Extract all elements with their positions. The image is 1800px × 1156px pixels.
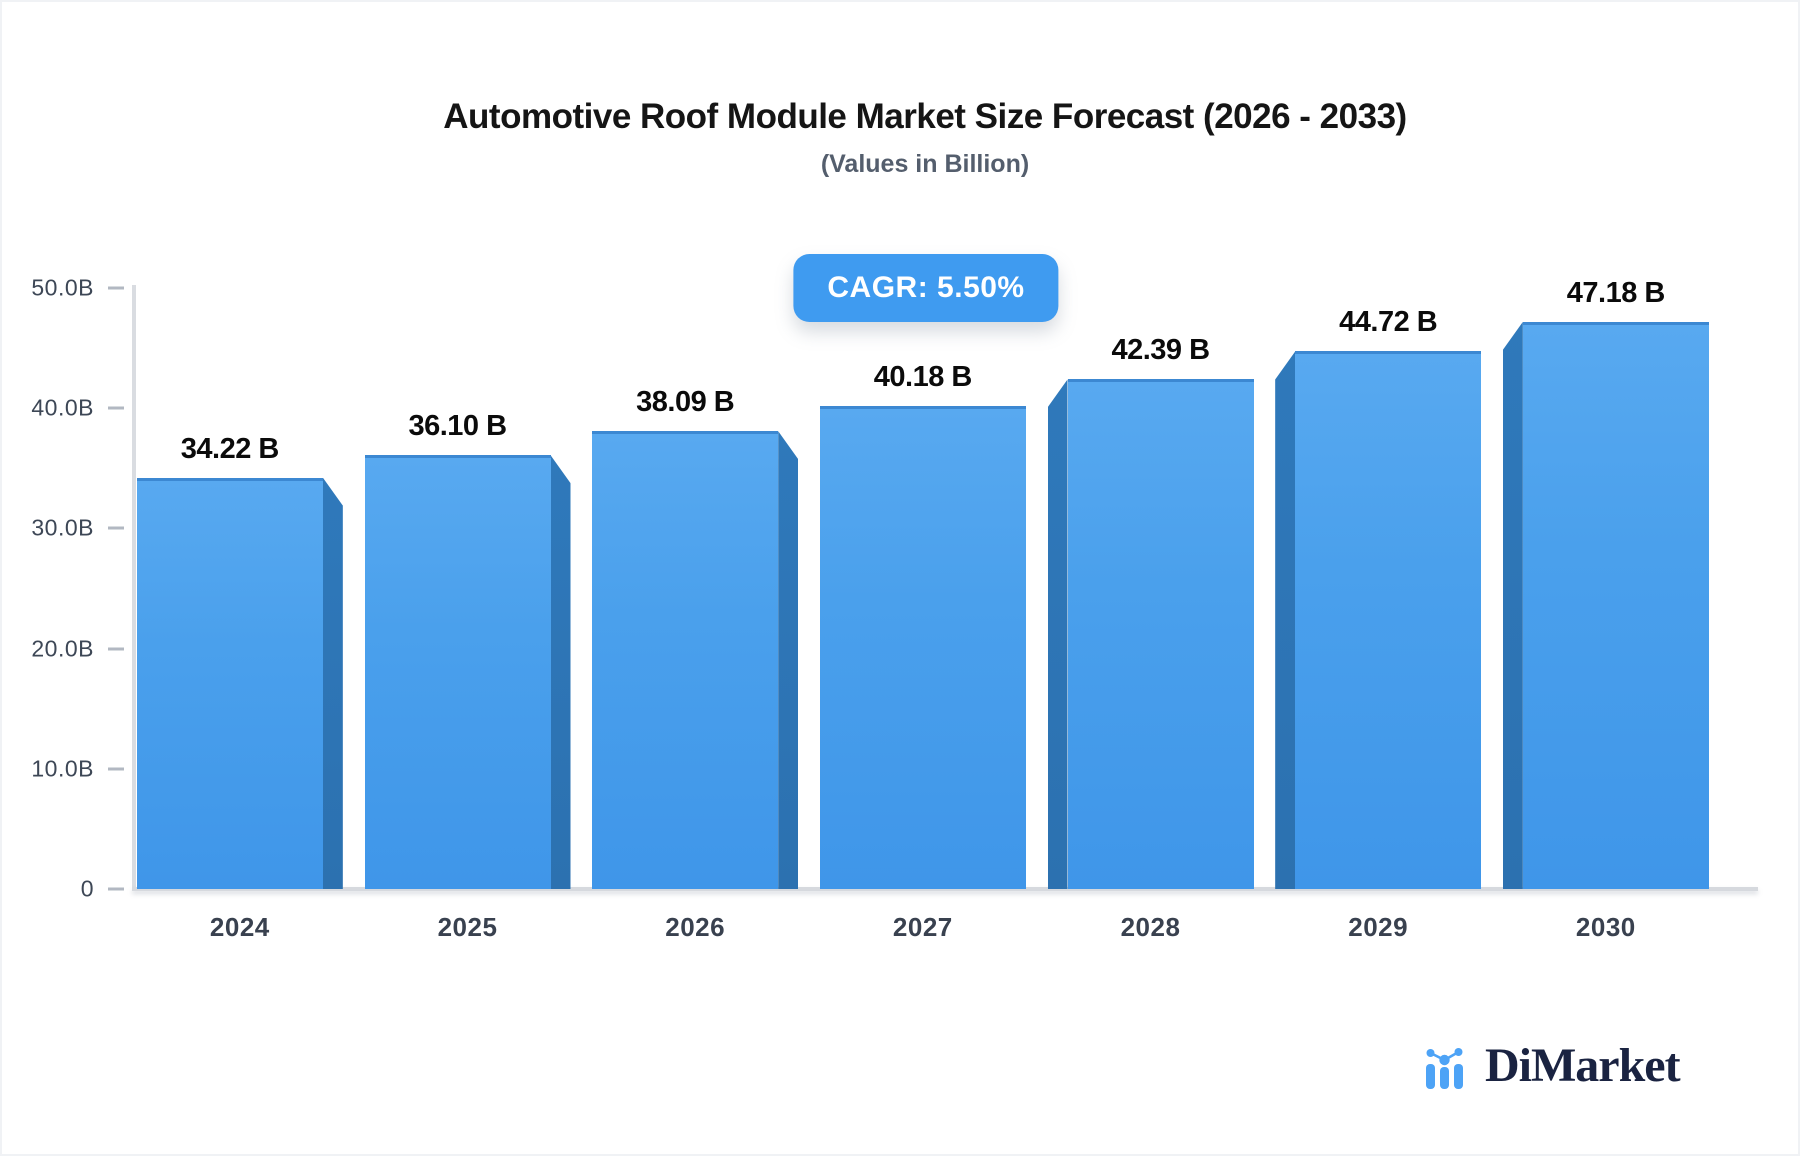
bar-front-face xyxy=(592,431,779,889)
y-tick-label: 50.0B xyxy=(31,274,94,301)
brand-logo-text: DiMarket xyxy=(1485,1039,1681,1092)
x-tick-label: 2024 xyxy=(209,912,270,942)
bar-value-label: 36.10 B xyxy=(408,410,507,443)
y-tick-label: 10.0B xyxy=(31,755,94,782)
bar-side-face xyxy=(322,477,343,889)
bar-2028: 42.39 B xyxy=(1047,334,1254,889)
cagr-badge: CAGR: 5.50% xyxy=(793,254,1059,322)
bar-value-label: 40.18 B xyxy=(873,361,973,394)
bar-value-label: 34.22 B xyxy=(180,432,280,465)
x-axis-line xyxy=(132,887,1758,891)
bar-side-face xyxy=(550,455,571,889)
bar-2025: 36.10 B xyxy=(364,410,571,889)
bar-front-face xyxy=(819,406,1026,889)
bar-front-face xyxy=(364,455,551,889)
bar-value-label: 44.72 B xyxy=(1339,306,1438,339)
y-tick-label: 20.0B xyxy=(31,635,94,662)
y-tick-mark xyxy=(108,647,124,651)
y-tick-mark xyxy=(108,887,124,891)
y-tick-mark xyxy=(108,767,124,771)
bar-side-face xyxy=(1502,321,1523,889)
y-tick-label: 40.0B xyxy=(31,394,94,421)
x-tick-label: 2029 xyxy=(1348,912,1409,942)
page-title: Automotive Roof Module Market Size Forec… xyxy=(443,97,1407,136)
bar-2027: 40.18 B xyxy=(819,361,1026,889)
x-tick-label: 2030 xyxy=(1575,912,1636,942)
y-tick-mark xyxy=(108,406,124,410)
y-tick-mark xyxy=(108,526,124,530)
y-axis-line xyxy=(132,285,136,889)
bar-2029: 44.72 B xyxy=(1275,306,1482,889)
bar-front-face xyxy=(1295,351,1482,889)
bar-side-face xyxy=(1047,379,1068,889)
y-tick-mark xyxy=(108,286,124,290)
bar-front-face xyxy=(1067,379,1254,889)
bar-front-face xyxy=(136,477,323,889)
bar-2024: 34.22 B xyxy=(136,433,343,889)
page-subtitle: (Values in Billion) xyxy=(820,150,1030,178)
x-tick-label: 2028 xyxy=(1120,912,1181,942)
mini-bar-line-chart-icon xyxy=(1426,1048,1463,1089)
bar-2026: 38.09 B xyxy=(592,386,799,889)
y-tick-label: 30.0B xyxy=(31,514,94,541)
bar-value-label: 38.09 B xyxy=(636,386,735,419)
brand-logo: DiMarket xyxy=(1426,1039,1681,1092)
bar-side-face xyxy=(778,431,799,889)
bar-value-label: 47.18 B xyxy=(1566,276,1666,309)
bar-side-face xyxy=(1275,351,1296,889)
x-tick-label: 2026 xyxy=(665,912,726,942)
bar-value-label: 42.39 B xyxy=(1111,334,1210,367)
bar-2030: 47.18 B xyxy=(1502,277,1709,889)
y-tick-label: 0 xyxy=(80,875,94,902)
x-tick-label: 2025 xyxy=(437,912,498,942)
x-tick-label: 2027 xyxy=(892,912,953,942)
bar-front-face xyxy=(1522,321,1709,889)
